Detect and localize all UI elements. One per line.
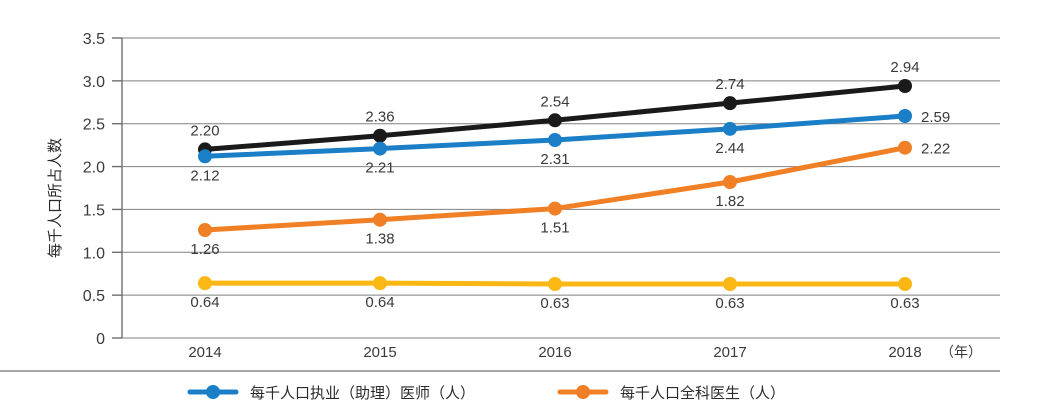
legend-item-licensed-physicians[interactable]: 每千人口执业（助理）医师（人）	[187, 385, 475, 402]
y-axis-tick-label: 0.5	[83, 288, 105, 305]
data-point-marker	[548, 277, 562, 291]
data-point-marker	[898, 277, 912, 291]
data-point-marker	[373, 141, 387, 156]
data-point-label: 2.20	[190, 122, 219, 139]
data-point-label: 0.63	[540, 295, 569, 312]
legend-marker-icon	[576, 385, 590, 399]
y-axis-tick-label: 1.5	[83, 202, 105, 219]
data-point-marker	[198, 149, 212, 164]
x-axis-tick-labels: 2014 2015 2016 2017 2018	[188, 344, 921, 361]
data-point-marker	[723, 96, 737, 111]
data-point-marker	[198, 223, 212, 237]
legend-label: 每千人口执业（助理）医师（人）	[250, 385, 475, 402]
data-point-label: 0.64	[190, 294, 219, 311]
x-axis-tick-label: 2014	[188, 344, 221, 361]
y-axis-tick-label: 2.5	[83, 117, 105, 134]
data-point-label: 2.54	[540, 93, 569, 110]
x-axis-tick-label: 2016	[538, 344, 571, 361]
y-axis-tick-label: 1.0	[83, 245, 105, 262]
data-point-marker	[373, 128, 387, 143]
data-point-marker	[898, 109, 912, 123]
data-point-marker	[898, 140, 912, 155]
data-point-marker	[548, 133, 562, 147]
y-axis-title: 每千人口所占人数	[47, 138, 64, 258]
y-axis-tick-label: 0	[96, 331, 105, 348]
data-point-label: 2.44	[715, 140, 744, 157]
data-point-marker	[548, 113, 562, 128]
data-point-label: 2.74	[715, 76, 744, 93]
x-axis-unit-label: （年）	[940, 344, 982, 360]
x-axis-tick-label: 2017	[713, 344, 746, 361]
y-axis-tick-label: 2.0	[83, 160, 105, 177]
data-point-label: 2.36	[365, 109, 394, 126]
legend-item-general-practitioners[interactable]: 每千人口全科医生（人）	[557, 384, 785, 402]
data-point-label: 0.63	[890, 295, 919, 312]
data-series-group	[198, 79, 912, 291]
data-point-label: 2.12	[190, 167, 219, 184]
data-point-label: 1.38	[365, 231, 394, 248]
data-point-label: 1.82	[715, 193, 744, 210]
data-point-label: 1.51	[540, 220, 569, 237]
data-point-marker	[723, 277, 737, 291]
data-point-label: 2.22	[921, 141, 950, 158]
legend-marker-icon	[206, 385, 220, 399]
data-point-marker	[198, 276, 212, 291]
data-point-label: 2.21	[365, 160, 394, 177]
chart-legend: 每千人口执业（助理）医师（人） 每千人口全科医生（人）	[187, 384, 785, 402]
data-point-marker	[373, 276, 387, 291]
y-gridlines	[112, 37, 1000, 339]
data-point-label: 0.64	[365, 294, 394, 311]
data-point-marker	[548, 201, 562, 216]
data-point-label: 0.63	[715, 295, 744, 312]
data-point-marker	[898, 79, 912, 93]
y-axis-title-group: 每千人口所占人数	[47, 138, 64, 258]
legend-label: 每千人口全科医生（人）	[620, 384, 785, 402]
data-point-marker	[723, 121, 737, 136]
data-point-labels: 2.20 2.36 2.54 2.74 2.94 2.12 2.21 2.31 2.44 2.59…	[190, 59, 950, 312]
data-point-label: 2.31	[540, 151, 569, 168]
data-point-marker	[373, 212, 387, 227]
x-axis-tick-label: 2015	[363, 344, 396, 361]
data-point-label: 1.26	[190, 241, 219, 258]
data-point-label: 2.94	[890, 59, 919, 76]
x-axis-tick-label: 2018	[888, 344, 921, 361]
data-point-marker	[723, 175, 737, 189]
data-point-label: 2.59	[921, 109, 950, 126]
y-axis-tick-label: 3.0	[83, 74, 105, 91]
y-axis-tick-label: 3.5	[83, 31, 105, 48]
y-axis-tick-labels: 0 0.5 1.0 1.5 2.0 2.5 3.0 3.5	[83, 31, 105, 348]
